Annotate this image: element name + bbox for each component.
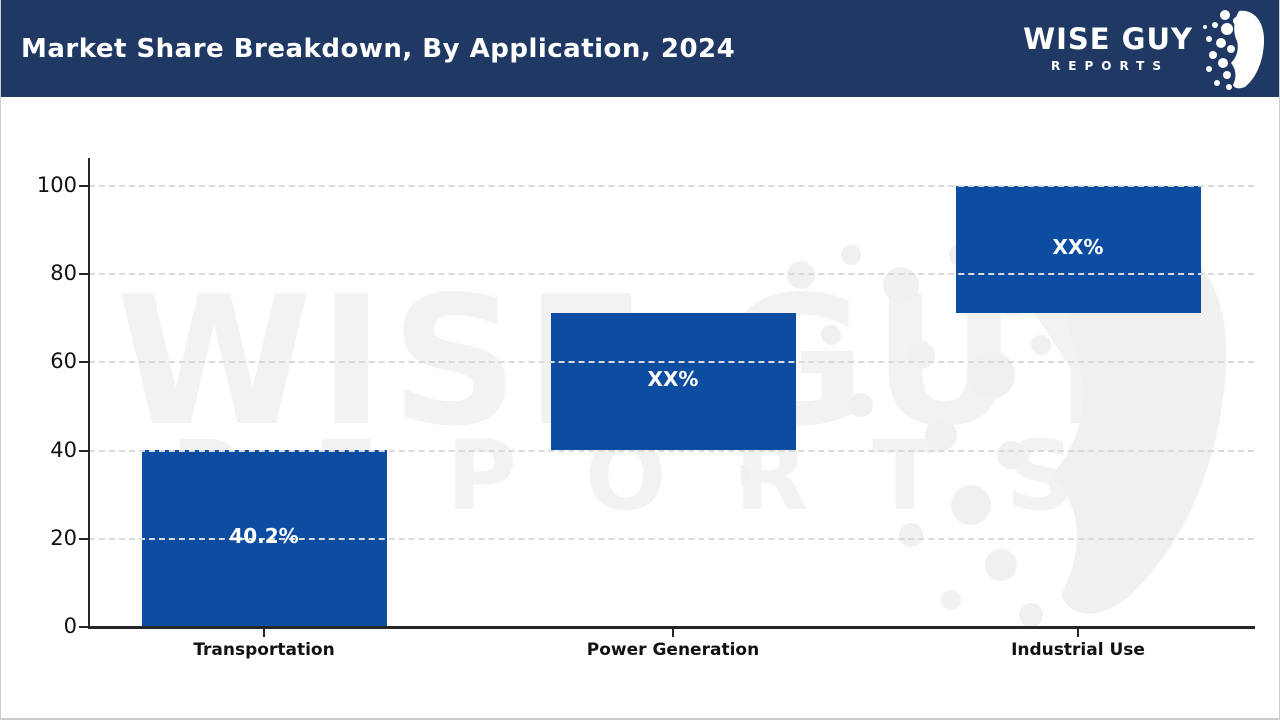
x-axis-tick <box>263 629 265 637</box>
gridline <box>89 449 1254 452</box>
x-axis-category-label: Transportation <box>193 640 335 660</box>
page-title: Market Share Breakdown, By Application, … <box>21 33 736 64</box>
y-axis-tick-label: 40 <box>50 437 77 462</box>
gridline <box>89 361 1254 364</box>
brand-logo-text: WISE GUY REPORTS <box>1023 21 1193 73</box>
gridline <box>89 185 1254 187</box>
x-axis-tick <box>672 629 674 637</box>
y-axis-tick <box>79 537 89 540</box>
x-axis-category-label: Industrial Use <box>1011 640 1145 660</box>
y-axis-tick-label: 0 <box>63 614 77 638</box>
bar-value-label: 40.2% <box>229 524 299 549</box>
brand-face-icon <box>1203 9 1265 90</box>
bar-value-label: XX% <box>647 367 699 392</box>
x-axis-line <box>88 626 1255 629</box>
y-axis-line <box>88 158 90 629</box>
x-axis-category-label: Power Generation <box>586 640 760 660</box>
y-axis-tick <box>79 185 89 187</box>
y-axis-tick <box>79 449 89 452</box>
bar-segment <box>550 312 796 450</box>
y-axis-tick-label: 100 <box>36 173 77 197</box>
y-axis-tick <box>79 361 89 364</box>
brand-logo: WISE GUY REPORTS <box>1023 5 1267 93</box>
gridline <box>89 273 1254 276</box>
bar-value-label: XX% <box>1052 235 1104 260</box>
bar-segment <box>955 186 1201 313</box>
x-axis-tick <box>1077 629 1079 637</box>
header: Market Share Breakdown, By Application, … <box>1 0 1279 97</box>
y-axis-tick <box>79 626 89 628</box>
y-axis-tick-label: 80 <box>50 261 77 286</box>
gridline <box>89 537 1254 540</box>
brand-wordmark: WISE GUY <box>1023 21 1193 56</box>
y-axis-tick-label: 20 <box>50 525 77 550</box>
y-axis-tick-label: 60 <box>50 349 77 374</box>
y-axis-tick <box>79 273 89 276</box>
brand-subtext: REPORTS <box>1051 58 1170 73</box>
